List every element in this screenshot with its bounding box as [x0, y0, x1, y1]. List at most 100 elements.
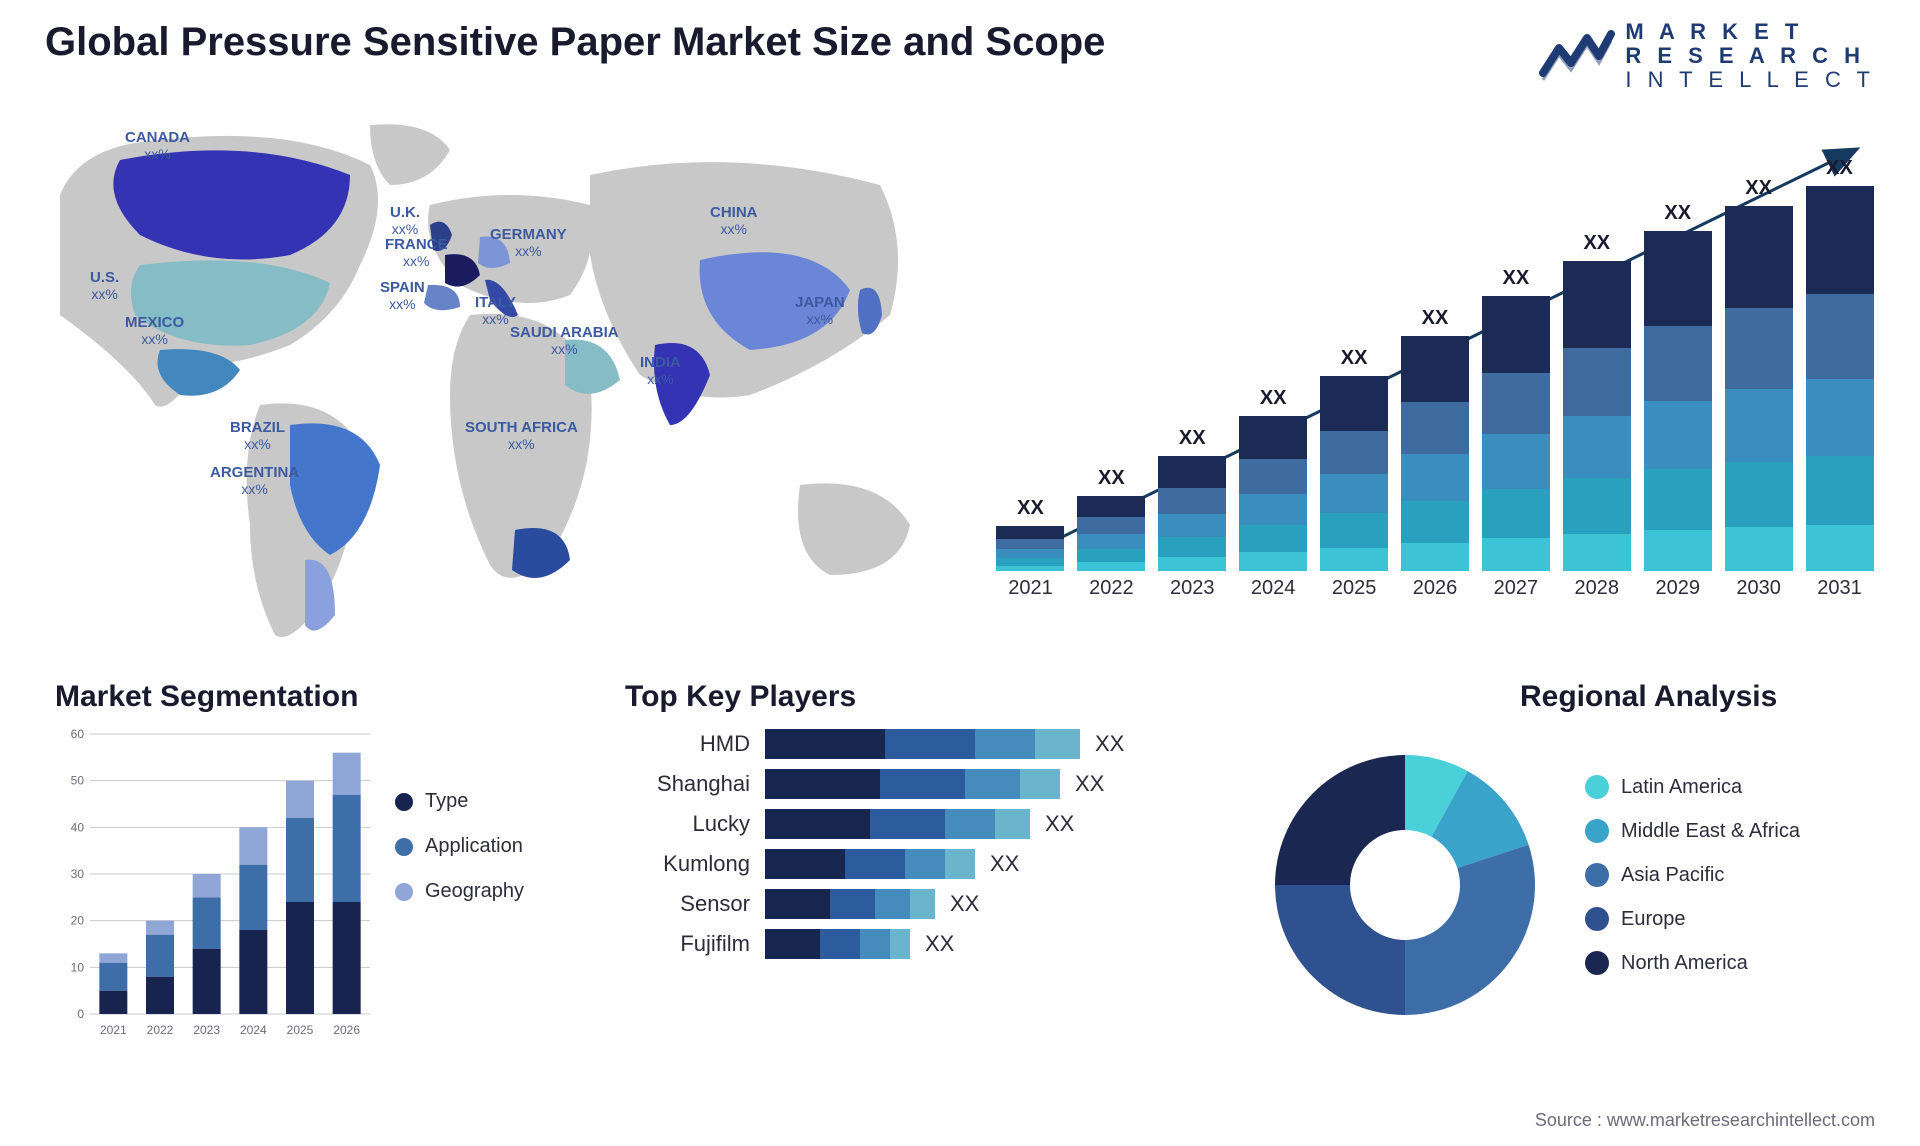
player-name: Kumlong	[625, 851, 750, 877]
player-value: XX	[1045, 811, 1074, 837]
forecast-year-label: 2031	[1817, 577, 1862, 600]
player-name: Sensor	[625, 891, 750, 917]
regional-legend-middle-east-africa: Middle East & Africa	[1585, 819, 1800, 843]
seg-bar-2023-application	[193, 897, 221, 948]
map-label-china: CHINAxx%	[710, 205, 758, 237]
world-map-svg	[30, 115, 930, 645]
forecast-year-label: 2026	[1413, 577, 1458, 600]
forecast-bar-label: XX	[1098, 467, 1125, 490]
brand-logo: M A R K E T R E S E A R C H I N T E L L …	[1539, 20, 1875, 93]
svg-text:2023: 2023	[193, 1023, 220, 1037]
country-spain	[424, 285, 460, 310]
forecast-bar-2031: XX2031	[1804, 186, 1875, 600]
forecast-year-label: 2028	[1575, 577, 1620, 600]
svg-text:10: 10	[71, 960, 85, 974]
logo-line2: R E S E A R C H	[1625, 44, 1875, 68]
seg-bar-2021-type	[99, 991, 127, 1014]
map-label-spain: SPAINxx%	[380, 280, 425, 312]
seg-bar-2022-geography	[146, 921, 174, 935]
player-name: HMD	[625, 731, 750, 757]
regional-section: Regional Analysis Latin America Middle Ea…	[1255, 680, 1875, 1060]
seg-bar-2022-application	[146, 935, 174, 977]
seg-bar-2026-geography	[333, 753, 361, 795]
forecast-year-label: 2023	[1170, 577, 1215, 600]
regional-legend-north-america: North America	[1585, 951, 1800, 975]
seg-bar-2026-application	[333, 795, 361, 902]
map-label-u-k-: U.K.xx%	[390, 205, 420, 237]
world-map-section: CANADAxx% U.S.xx%MEXICOxx% U.K.xx%FRANCExx…	[30, 115, 930, 645]
seg-legend-geography: Geography	[395, 880, 524, 903]
player-row-shanghai: ShanghaiXX	[625, 769, 1245, 799]
map-label-argentina: ARGENTINAxx%	[210, 465, 299, 497]
regional-legend-asia-pacific: Asia Pacific	[1585, 863, 1800, 887]
regional-legend-europe: Europe	[1585, 907, 1800, 931]
map-label-india: INDIAxx%	[640, 355, 681, 387]
player-row-kumlong: Kumlong XX	[625, 849, 1245, 879]
players-section: Top Key Players HMDXXShanghaiXXLuckyXXKu…	[625, 680, 1245, 1060]
svg-text:40: 40	[71, 820, 85, 834]
forecast-bar-2028: XX2028	[1561, 261, 1632, 600]
player-value: XX	[950, 891, 979, 917]
seg-bar-2021-geography	[99, 953, 127, 962]
forecast-bar-2021: XX2021	[995, 526, 1066, 600]
player-bar	[765, 769, 1060, 799]
svg-text:2022: 2022	[147, 1023, 174, 1037]
forecast-bar-2022: XX2022	[1076, 496, 1147, 600]
seg-bar-2026-type	[333, 902, 361, 1014]
seg-bar-2025-geography	[286, 781, 314, 818]
player-bar	[765, 929, 910, 959]
map-label-canada: CANADAxx%	[125, 130, 190, 162]
map-label-u-s-: U.S.xx%	[90, 270, 119, 302]
player-bar	[765, 729, 1080, 759]
map-label-italy: ITALYxx%	[475, 295, 516, 327]
player-value: XX	[990, 851, 1019, 877]
country-s_africa	[512, 528, 570, 578]
player-bar	[765, 849, 975, 879]
forecast-year-label: 2022	[1089, 577, 1134, 600]
logo-line1: M A R K E T	[1625, 20, 1875, 44]
forecast-bar-2029: XX2029	[1642, 231, 1713, 600]
forecast-bar-label: XX	[1745, 177, 1772, 200]
donut-slice-asia-pacific	[1405, 845, 1535, 1015]
forecast-bar-2027: XX2027	[1480, 296, 1551, 600]
player-value: XX	[925, 931, 954, 957]
forecast-bar-2023: XX2023	[1157, 456, 1228, 600]
map-label-france: FRANCExx%	[385, 237, 448, 269]
forecast-year-label: 2029	[1655, 577, 1700, 600]
player-row-hmd: HMD XX	[625, 729, 1245, 759]
page-title: Global Pressure Sensitive Paper Market S…	[45, 20, 1105, 65]
forecast-year-label: 2024	[1251, 577, 1296, 600]
seg-bar-2022-type	[146, 977, 174, 1014]
player-value: XX	[1095, 731, 1124, 757]
forecast-bar-label: XX	[1583, 232, 1610, 255]
svg-text:50: 50	[71, 774, 85, 788]
regional-legend-latin-america: Latin America	[1585, 775, 1800, 799]
forecast-year-label: 2021	[1008, 577, 1053, 600]
forecast-year-label: 2030	[1736, 577, 1781, 600]
forecast-bar-label: XX	[1017, 497, 1044, 520]
logo-icon	[1539, 28, 1615, 84]
forecast-bar-label: XX	[1826, 157, 1853, 180]
forecast-bar-2025: XX2025	[1319, 376, 1390, 600]
forecast-bar-label: XX	[1664, 202, 1691, 225]
segmentation-legend: TypeApplicationGeography	[395, 790, 524, 925]
map-label-brazil: BRAZILxx%	[230, 420, 285, 452]
map-label-mexico: MEXICOxx%	[125, 315, 184, 347]
seg-bar-2024-geography	[239, 827, 267, 864]
donut-slice-north-america	[1275, 755, 1405, 885]
regional-legend: Latin America Middle East & Africa Asia Pa…	[1585, 775, 1800, 995]
forecast-bar-2026: XX2026	[1400, 336, 1471, 600]
segmentation-title: Market Segmentation	[55, 680, 515, 714]
svg-text:2025: 2025	[287, 1023, 314, 1037]
seg-legend-type: Type	[395, 790, 524, 813]
forecast-bar-label: XX	[1260, 387, 1287, 410]
seg-bar-2024-application	[239, 865, 267, 930]
seg-bar-2024-type	[239, 930, 267, 1014]
seg-bar-2023-type	[193, 949, 221, 1014]
regional-title: Regional Analysis	[1520, 680, 1777, 714]
svg-text:20: 20	[71, 914, 85, 928]
player-name: Shanghai	[625, 771, 750, 797]
forecast-chart: XX2021XX2022XX2023XX2024XX2025XX2026XX20…	[995, 130, 1875, 630]
forecast-bar-label: XX	[1179, 427, 1206, 450]
donut-slice-europe	[1275, 885, 1405, 1015]
